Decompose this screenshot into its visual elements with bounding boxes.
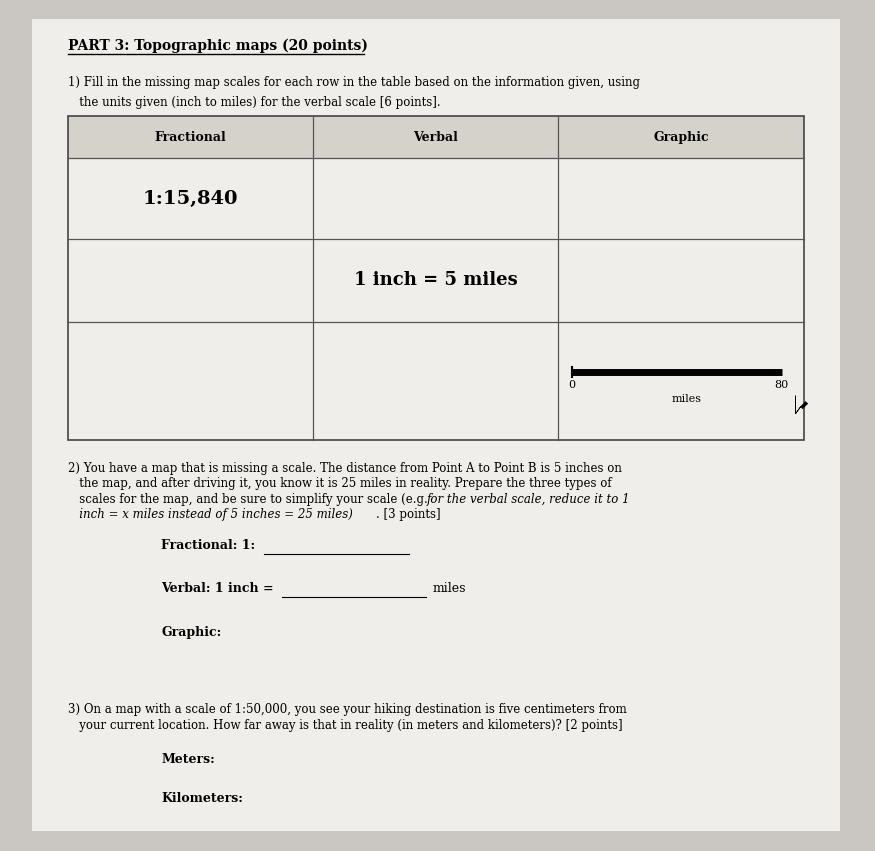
Text: Graphic:: Graphic: [161,625,221,639]
Text: for the verbal scale, reduce it to 1: for the verbal scale, reduce it to 1 [426,493,630,505]
Text: 80: 80 [774,380,788,390]
Text: 3) On a map with a scale of 1:50,000, you see your hiking destination is five ce: 3) On a map with a scale of 1:50,000, yo… [68,703,627,717]
Bar [68,117,803,440]
Text: the map, and after driving it, you know it is 25 miles in reality. Prepare the t: the map, and after driving it, you know … [68,477,612,490]
Text: inch = x miles instead of 5 inches = 25 miles): inch = x miles instead of 5 inches = 25 … [68,508,354,521]
Text: Verbal: 1 inch =: Verbal: 1 inch = [161,582,274,596]
Text: 1) Fill in the missing map scales for each row in the table based on the informa: 1) Fill in the missing map scales for ea… [68,76,640,89]
Polygon shape [795,396,808,414]
Text: . [3 points]: . [3 points] [376,508,441,521]
Text: Meters:: Meters: [161,753,215,766]
Text: Fractional: Fractional [155,131,227,144]
Text: Verbal: Verbal [413,131,459,144]
Text: 0: 0 [569,380,576,390]
Text: scales for the map, and be sure to simplify your scale (e.g.: scales for the map, and be sure to simpl… [68,493,432,505]
Text: PART 3: Topographic maps (20 points): PART 3: Topographic maps (20 points) [68,38,368,53]
Bar [68,117,803,158]
Text: the units given (inch to miles) for the verbal scale [6 points].: the units given (inch to miles) for the … [68,96,441,109]
Text: miles: miles [432,582,466,596]
Text: your current location. How far away is that in reality (in meters and kilometers: your current location. How far away is t… [68,719,623,732]
Text: Fractional: 1:: Fractional: 1: [161,539,256,552]
Text: Graphic: Graphic [653,131,709,144]
Text: 1 inch = 5 miles: 1 inch = 5 miles [354,271,517,289]
Text: 1:15,840: 1:15,840 [143,190,239,208]
Text: miles: miles [672,394,702,403]
Text: Kilometers:: Kilometers: [161,791,243,805]
Text: 2) You have a map that is missing a scale. The distance from Point A to Point B : 2) You have a map that is missing a scal… [68,461,622,475]
